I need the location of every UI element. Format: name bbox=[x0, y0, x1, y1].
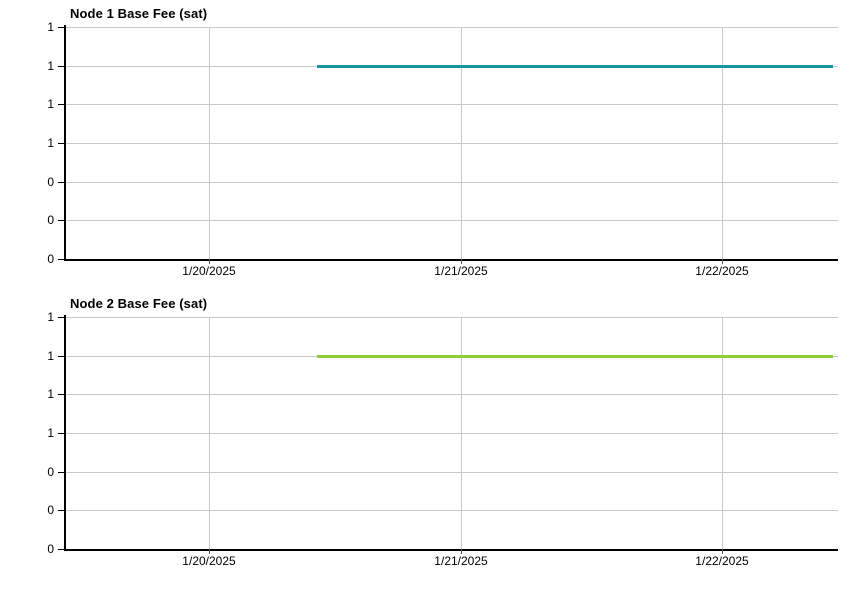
horizontal-gridline bbox=[65, 317, 838, 318]
y-axis-line-node-1 bbox=[64, 25, 66, 261]
y-tick-label: 0 bbox=[47, 503, 54, 517]
x-tick-mark bbox=[722, 259, 723, 264]
x-tick-mark bbox=[209, 549, 210, 554]
horizontal-gridline bbox=[65, 143, 838, 144]
y-tick-label: 1 bbox=[47, 136, 54, 150]
x-axis-line-node-1 bbox=[64, 259, 838, 261]
y-tick-label: 1 bbox=[47, 387, 54, 401]
horizontal-gridline bbox=[65, 394, 838, 395]
y-tick-label: 1 bbox=[47, 426, 54, 440]
y-axis-line-node-2 bbox=[64, 315, 66, 551]
plot-area-node-2 bbox=[65, 317, 838, 550]
y-tick-mark bbox=[58, 220, 65, 221]
y-tick-mark bbox=[58, 317, 65, 318]
y-tick-mark bbox=[58, 27, 65, 28]
vertical-gridline bbox=[722, 27, 723, 259]
y-tick-mark bbox=[58, 433, 65, 434]
vertical-gridline bbox=[461, 317, 462, 549]
horizontal-gridline bbox=[65, 220, 838, 221]
y-tick-label: 0 bbox=[47, 542, 54, 556]
x-axis-line-node-2 bbox=[64, 549, 838, 551]
x-tick-label: 1/20/2025 bbox=[182, 554, 236, 568]
x-tick-mark bbox=[461, 549, 462, 554]
y-tick-mark bbox=[58, 356, 65, 357]
y-tick-mark bbox=[58, 66, 65, 67]
y-tick-label: 0 bbox=[47, 252, 54, 266]
vertical-gridline bbox=[209, 27, 210, 259]
y-tick-mark bbox=[58, 549, 65, 550]
y-tick-mark bbox=[58, 394, 65, 395]
series-line bbox=[317, 355, 833, 358]
horizontal-gridline bbox=[65, 433, 838, 434]
x-tick-label: 1/21/2025 bbox=[434, 264, 488, 278]
series-line bbox=[317, 65, 833, 68]
x-tick-mark bbox=[461, 259, 462, 264]
y-tick-mark bbox=[58, 182, 65, 183]
horizontal-gridline bbox=[65, 104, 838, 105]
y-tick-mark bbox=[58, 259, 65, 260]
y-tick-mark bbox=[58, 510, 65, 511]
chart-panel-node-2: Node 2 Base Fee (sat) 1 1 1 1 0 0 0 1/20/2025 1… bbox=[0, 290, 860, 580]
y-tick-label: 0 bbox=[47, 175, 54, 189]
y-tick-label: 1 bbox=[47, 349, 54, 363]
vertical-gridline bbox=[209, 317, 210, 549]
y-tick-mark bbox=[58, 472, 65, 473]
vertical-gridline bbox=[461, 27, 462, 259]
y-tick-label: 0 bbox=[47, 465, 54, 479]
y-tick-mark bbox=[58, 104, 65, 105]
plot-area-node-1 bbox=[65, 27, 838, 260]
horizontal-gridline bbox=[65, 182, 838, 183]
x-tick-label: 1/20/2025 bbox=[182, 264, 236, 278]
y-tick-label: 1 bbox=[47, 97, 54, 111]
horizontal-gridline bbox=[65, 510, 838, 511]
x-tick-mark bbox=[722, 549, 723, 554]
y-tick-mark bbox=[58, 143, 65, 144]
y-tick-label: 1 bbox=[47, 59, 54, 73]
y-tick-label: 1 bbox=[47, 20, 54, 34]
chart-title-node-2: Node 2 Base Fee (sat) bbox=[70, 296, 208, 311]
chart-panel-node-1: Node 1 Base Fee (sat) 1 1 1 1 0 0 0 1/20/2025 1… bbox=[0, 0, 860, 290]
horizontal-gridline bbox=[65, 472, 838, 473]
x-tick-label: 1/21/2025 bbox=[434, 554, 488, 568]
x-tick-mark bbox=[209, 259, 210, 264]
horizontal-gridline bbox=[65, 27, 838, 28]
chart-title-node-1: Node 1 Base Fee (sat) bbox=[70, 6, 208, 21]
y-tick-label: 0 bbox=[47, 213, 54, 227]
x-tick-label: 1/22/2025 bbox=[695, 554, 749, 568]
x-tick-label: 1/22/2025 bbox=[695, 264, 749, 278]
vertical-gridline bbox=[722, 317, 723, 549]
y-tick-label: 1 bbox=[47, 310, 54, 324]
